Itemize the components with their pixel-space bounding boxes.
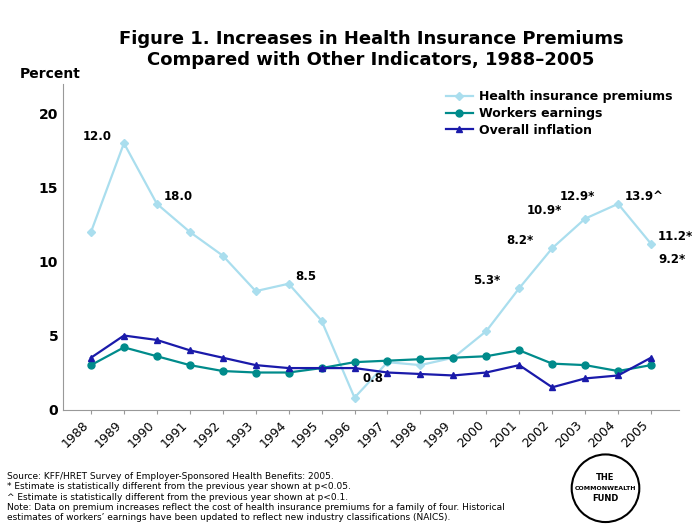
Text: 18.0: 18.0 — [164, 190, 193, 203]
Text: 8.2*: 8.2* — [506, 234, 533, 247]
Text: 10.9*: 10.9* — [527, 204, 562, 217]
Text: 13.9^: 13.9^ — [625, 190, 664, 203]
Text: 8.5: 8.5 — [295, 269, 316, 282]
Title: Figure 1. Increases in Health Insurance Premiums
Compared with Other Indicators,: Figure 1. Increases in Health Insurance … — [119, 30, 623, 69]
Text: 0.8: 0.8 — [363, 372, 384, 385]
Text: 9.2*: 9.2* — [658, 253, 685, 266]
Text: Source: KFF/HRET Survey of Employer-Sponsored Health Benefits: 2005.
* Estimate : Source: KFF/HRET Survey of Employer-Spon… — [7, 472, 505, 522]
Text: 12.0: 12.0 — [83, 130, 111, 143]
Text: 12.9*: 12.9* — [560, 190, 595, 203]
Text: 11.2*: 11.2* — [658, 229, 693, 243]
Text: 5.3*: 5.3* — [473, 274, 500, 287]
Text: COMMONWEALTH: COMMONWEALTH — [575, 486, 636, 491]
Circle shape — [572, 455, 639, 522]
Text: FUND: FUND — [592, 494, 619, 503]
Legend: Health insurance premiums, Workers earnings, Overall inflation: Health insurance premiums, Workers earni… — [445, 90, 673, 136]
Text: THE: THE — [596, 474, 615, 482]
Text: Percent: Percent — [20, 67, 80, 81]
